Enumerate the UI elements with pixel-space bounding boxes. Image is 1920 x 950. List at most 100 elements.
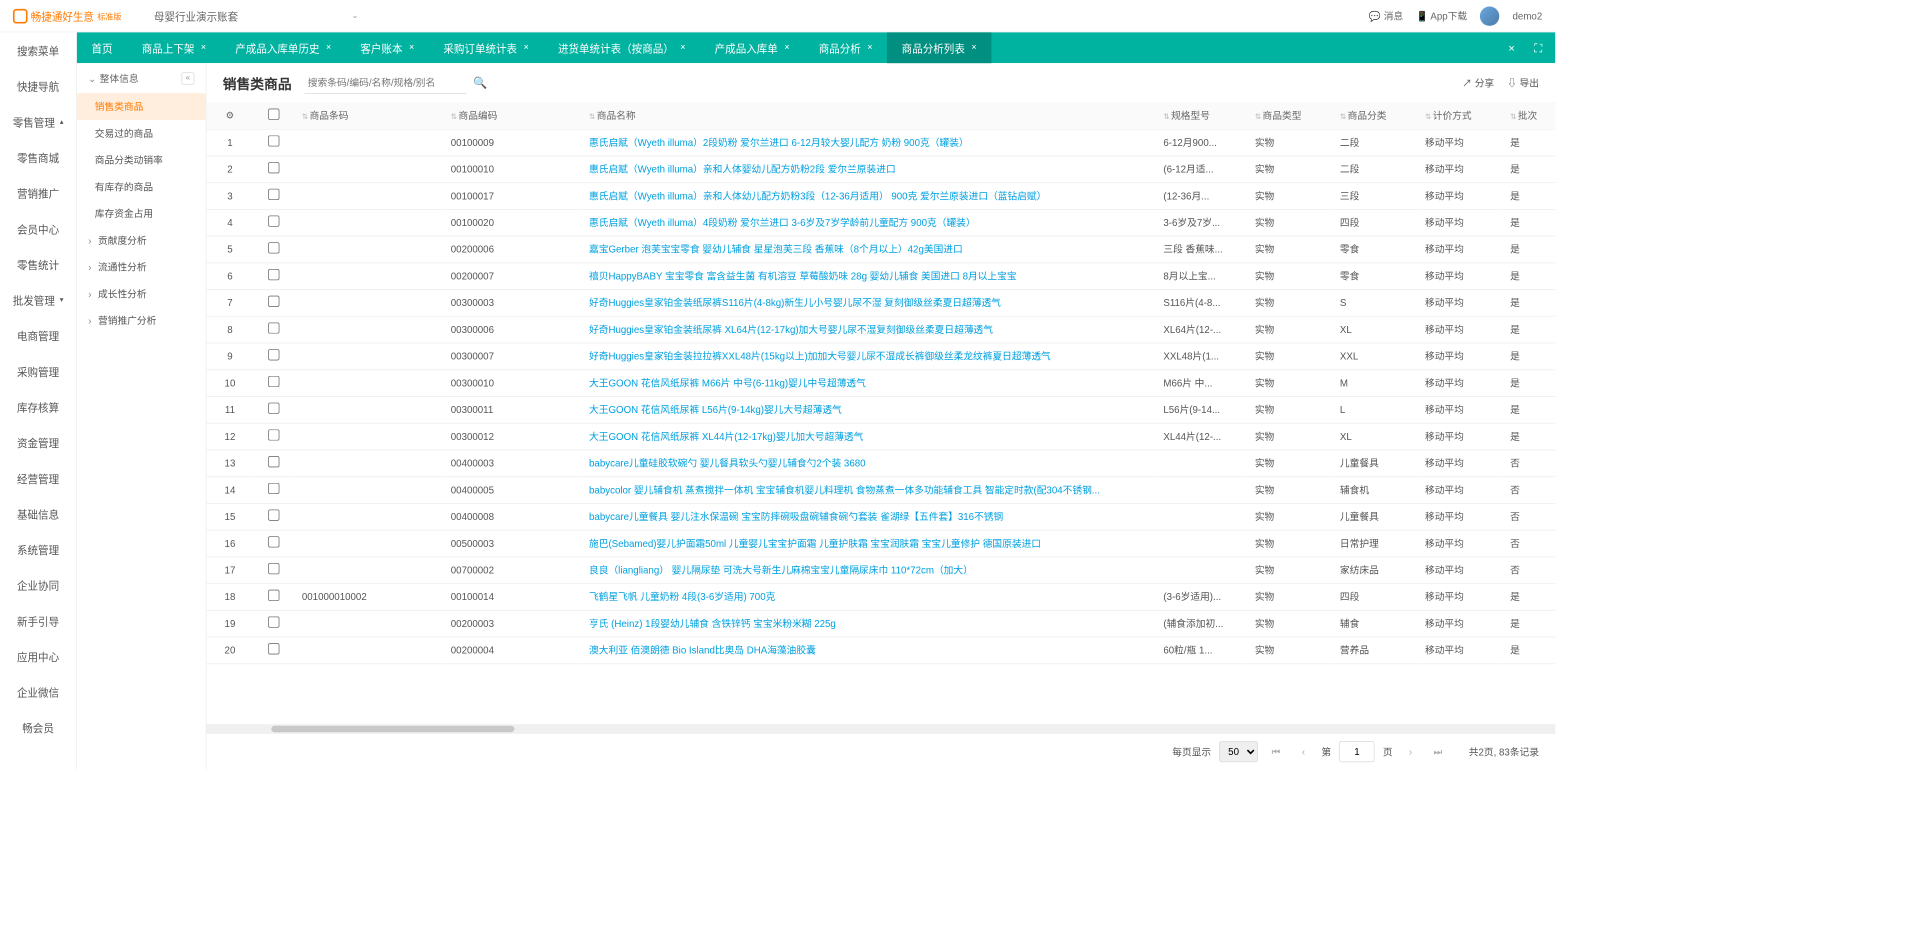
close-icon[interactable]: × xyxy=(524,43,529,53)
column-header[interactable]: ⇅商品分类 xyxy=(1332,102,1417,129)
sidebar-item[interactable]: 会员中心 xyxy=(0,211,76,247)
tab[interactable]: 客户账本× xyxy=(346,32,429,63)
row-checkbox[interactable] xyxy=(268,242,279,253)
row-checkbox[interactable] xyxy=(268,135,279,146)
table-row[interactable]: 900300007好奇Huggies皇家铂金装拉拉裤XXL48片(15kg以上)… xyxy=(207,343,1556,370)
tab[interactable]: 产成品入库单× xyxy=(700,32,804,63)
chevron-down-icon[interactable]: ⌄ xyxy=(352,11,359,20)
table-row[interactable]: 500200006嘉宝Gerber 泡芙宝宝零食 婴幼儿辅食 星星泡芙三段 香蕉… xyxy=(207,236,1556,263)
row-checkbox[interactable] xyxy=(268,296,279,307)
per-page-select[interactable]: 50 xyxy=(1219,741,1258,762)
cell-name[interactable]: 亨氏 (Heinz) 1段婴幼儿辅食 含铁锌钙 宝宝米粉米糊 225g xyxy=(581,610,1155,637)
tab-close-icon[interactable]: × xyxy=(1502,41,1522,54)
table-row[interactable]: 700300003好奇Huggies皇家铂金装纸尿裤S116片(4-8kg)新生… xyxy=(207,289,1556,316)
sidebar-item[interactable]: 新手引导 xyxy=(0,603,76,639)
sidebar-item[interactable]: 电商管理 xyxy=(0,318,76,354)
sidebar-item[interactable]: 资金管理 xyxy=(0,424,76,460)
column-header[interactable]: ⇅规格型号 xyxy=(1155,102,1246,129)
sidebar-item[interactable]: 搜索菜单 xyxy=(0,32,76,68)
sidebar-item[interactable]: 营销推广 xyxy=(0,175,76,211)
table-row[interactable]: 1000300010大王GOON 花信风纸尿裤 M66片 中号(6-11kg)婴… xyxy=(207,369,1556,396)
column-header[interactable]: ⇅商品名称 xyxy=(581,102,1155,129)
column-header[interactable]: ⇅批次 xyxy=(1502,102,1555,129)
table-row[interactable]: 2000200004澳大利亚 佰澳朗德 Bio Island比奥岛 DHA海藻油… xyxy=(207,637,1556,664)
close-icon[interactable]: × xyxy=(201,43,206,53)
table-row[interactable]: 200100010惠氏启赋（Wyeth illuma）亲和人体婴幼儿配方奶粉2段… xyxy=(207,156,1556,183)
column-header[interactable]: ⇅商品类型 xyxy=(1247,102,1332,129)
panel-group-head[interactable]: 整体信息 xyxy=(100,71,139,85)
cell-name[interactable]: 好奇Huggies皇家铂金装纸尿裤S116片(4-8kg)新生儿小号婴儿尿不湿 … xyxy=(581,289,1155,316)
row-checkbox[interactable] xyxy=(268,215,279,226)
cell-name[interactable]: babycare儿童硅胶软碗勺 婴儿餐具软头勺婴儿辅食勺2个装 3680 xyxy=(581,450,1155,477)
panel-group[interactable]: 贡献度分析 xyxy=(77,227,206,254)
cell-name[interactable]: 好奇Huggies皇家铂金装纸尿裤 XL64片(12-17kg)加大号婴儿尿不湿… xyxy=(581,316,1155,343)
table-row[interactable]: 1200300012大王GOON 花信风纸尿裤 XL44片(12-17kg)婴儿… xyxy=(207,423,1556,450)
close-icon[interactable]: × xyxy=(680,43,685,53)
close-icon[interactable]: × xyxy=(409,43,414,53)
row-checkbox[interactable] xyxy=(268,616,279,627)
fullscreen-icon[interactable]: ⛶ xyxy=(1528,41,1549,55)
select-all-checkbox[interactable] xyxy=(268,108,279,119)
page-input[interactable] xyxy=(1339,741,1375,762)
panel-item[interactable]: 有库存的商品 xyxy=(77,173,206,200)
sidebar-item[interactable]: 应用中心 xyxy=(0,638,76,674)
tab[interactable]: 商品分析列表× xyxy=(887,32,991,63)
column-header[interactable]: ⇅商品编码 xyxy=(443,102,581,129)
last-page-button[interactable]: ⏭ xyxy=(1428,742,1447,761)
sidebar-item[interactable]: 企业协同 xyxy=(0,567,76,603)
table-row[interactable]: 100100009惠氏启赋（Wyeth illuma）2段奶粉 爱尔兰进口 6-… xyxy=(207,129,1556,156)
account-selector[interactable]: 母婴行业演示账套 xyxy=(154,8,238,23)
tab[interactable]: 商品上下架× xyxy=(127,32,221,63)
messages-link[interactable]: 💬 消息 xyxy=(1369,9,1403,23)
table-row[interactable]: 1100300011大王GOON 花信风纸尿裤 L56片(9-14kg)婴儿大号… xyxy=(207,396,1556,423)
row-checkbox[interactable] xyxy=(268,536,279,547)
table-row[interactable]: 1500400008babycare儿童餐具 婴儿注水保温碗 宝宝防摔碗吸盘碗辅… xyxy=(207,503,1556,530)
cell-name[interactable]: 大王GOON 花信风纸尿裤 L56片(9-14kg)婴儿大号超薄透气 xyxy=(581,396,1155,423)
close-icon[interactable]: × xyxy=(867,43,872,53)
collapse-icon[interactable]: « xyxy=(181,72,194,85)
close-icon[interactable]: × xyxy=(784,43,789,53)
row-checkbox[interactable] xyxy=(268,349,279,360)
row-checkbox[interactable] xyxy=(268,403,279,414)
sidebar-item[interactable]: 库存核算 xyxy=(0,389,76,425)
cell-name[interactable]: 澳大利亚 佰澳朗德 Bio Island比奥岛 DHA海藻油胶囊 xyxy=(581,637,1155,664)
row-checkbox[interactable] xyxy=(268,563,279,574)
panel-item[interactable]: 交易过的商品 xyxy=(77,120,206,147)
row-checkbox[interactable] xyxy=(268,483,279,494)
table-row[interactable]: 1900200003亨氏 (Heinz) 1段婴幼儿辅食 含铁锌钙 宝宝米粉米糊… xyxy=(207,610,1556,637)
row-checkbox[interactable] xyxy=(268,269,279,280)
table-row[interactable]: 600200007禧贝HappyBABY 宝宝零食 富含益生菌 有机溶豆 草莓酸… xyxy=(207,262,1556,289)
cell-name[interactable]: 良良（liangliang） 婴儿隔尿垫 可洗大号新生儿麻棉宝宝儿童隔尿床巾 1… xyxy=(581,556,1155,583)
row-checkbox[interactable] xyxy=(268,590,279,601)
cell-name[interactable]: babycolor 婴儿辅食机 蒸煮搅拌一体机 宝宝辅食机婴儿料理机 食物蒸煮一… xyxy=(581,476,1155,503)
horizontal-scrollbar[interactable] xyxy=(207,724,1556,734)
username[interactable]: demo2 xyxy=(1513,10,1543,21)
table-row[interactable]: 300100017惠氏启赋（Wyeth illuma）亲和人体幼儿配方奶粉3段（… xyxy=(207,182,1556,209)
table-row[interactable]: 1400400005babycolor 婴儿辅食机 蒸煮搅拌一体机 宝宝辅食机婴… xyxy=(207,476,1556,503)
sidebar-item[interactable]: 快捷导航 xyxy=(0,68,76,104)
row-checkbox[interactable] xyxy=(268,456,279,467)
gear-icon[interactable]: ⚙ xyxy=(226,110,235,121)
panel-item[interactable]: 商品分类动销率 xyxy=(77,147,206,174)
table-row[interactable]: 1800100001000200100014飞鹤星飞帆 儿童奶粉 4段(3-6岁… xyxy=(207,583,1556,610)
cell-name[interactable]: 飞鹤星飞帆 儿童奶粉 4段(3-6岁适用) 700克 xyxy=(581,583,1155,610)
panel-group[interactable]: 营销推广分析 xyxy=(77,307,206,334)
row-checkbox[interactable] xyxy=(268,189,279,200)
export-button[interactable]: ⇩ 导出 xyxy=(1507,76,1539,90)
panel-item[interactable]: 销售类商品 xyxy=(77,93,206,120)
tab[interactable]: 产成品入库单历史× xyxy=(221,32,346,63)
sidebar-item[interactable]: 零售统计 xyxy=(0,246,76,282)
sidebar-item[interactable]: 系统管理 xyxy=(0,531,76,567)
cell-name[interactable]: 惠氏启赋（Wyeth illuma）4段奶粉 爱尔兰进口 3-6岁及7岁学龄前儿… xyxy=(581,209,1155,236)
tab[interactable]: 进货单统计表（按商品）× xyxy=(543,32,700,63)
cell-name[interactable]: 惠氏启赋（Wyeth illuma）2段奶粉 爱尔兰进口 6-12月较大婴儿配方… xyxy=(581,129,1155,156)
column-header[interactable]: ⚙ xyxy=(207,102,254,129)
avatar[interactable] xyxy=(1480,6,1499,25)
panel-group[interactable]: 成长性分析 xyxy=(77,280,206,307)
column-header[interactable]: ⇅计价方式 xyxy=(1417,102,1502,129)
tab[interactable]: 首页 xyxy=(77,32,127,63)
sidebar-item[interactable]: 批发管理 xyxy=(0,282,76,318)
table-row[interactable]: 1600500003施巴(Sebamed)婴儿护面霜50ml 儿童婴儿宝宝护面霜… xyxy=(207,530,1556,557)
sidebar-item[interactable]: 零售商城 xyxy=(0,139,76,175)
table-row[interactable]: 800300006好奇Huggies皇家铂金装纸尿裤 XL64片(12-17kg… xyxy=(207,316,1556,343)
